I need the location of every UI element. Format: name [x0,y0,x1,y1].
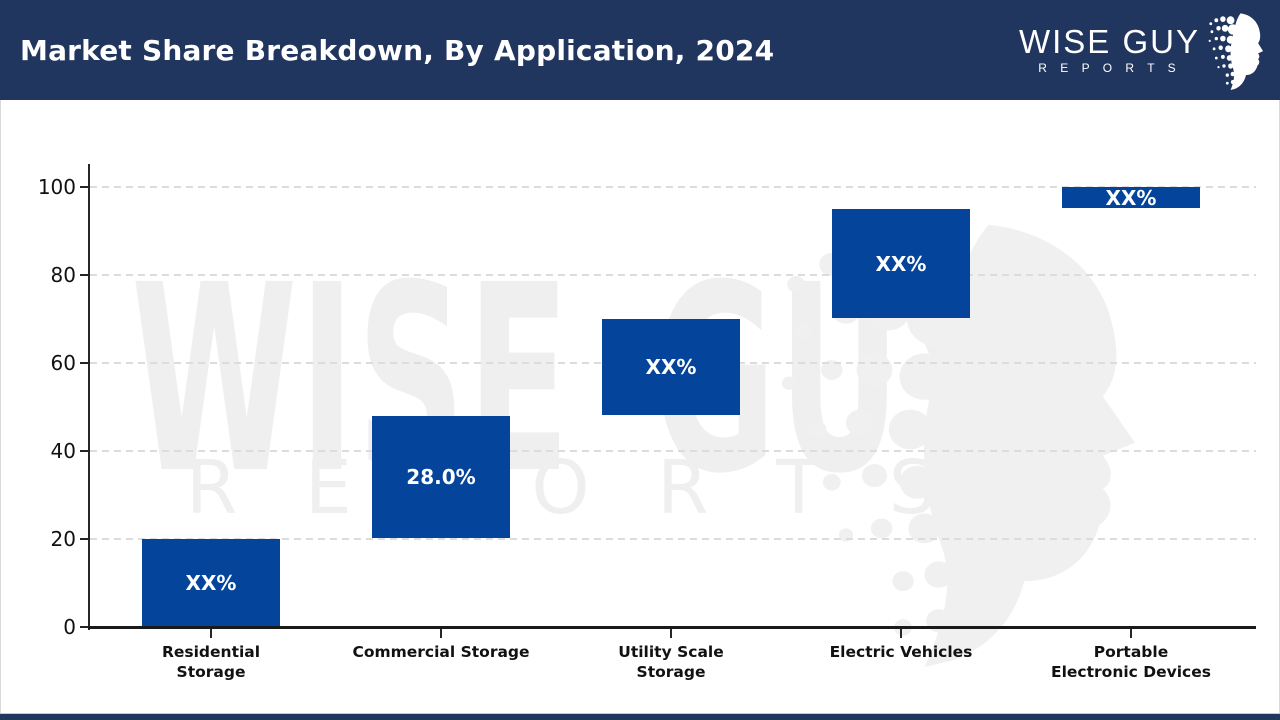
x-category-label: Portable Electronic Devices [1013,642,1249,682]
x-axis-line [88,626,1256,629]
x-category-label: Utility Scale Storage [553,642,789,682]
footer-bar [0,713,1280,720]
y-axis-tick [80,274,88,276]
x-category-label: Commercial Storage [323,642,559,662]
x-axis-tick [670,629,672,638]
x-category-label-line: Utility Scale [618,643,724,661]
page-title: Market Share Breakdown, By Application, … [20,33,775,67]
y-axis-spine [88,164,90,630]
x-axis-tick [900,629,902,638]
x-category-label-line: Storage [176,663,246,681]
x-category-label-line: Commercial Storage [352,643,530,661]
y-axis-tick [80,450,88,452]
gridline [90,450,1256,452]
bar-value-label: 28.0% [406,464,476,489]
y-tick-label: 20 [50,527,76,551]
x-category-label-line: Portable [1093,643,1169,661]
header: Market Share Breakdown, By Application, … [0,0,1280,100]
x-axis-tick [1130,629,1132,638]
wiseguy-logo: WISE GUY R E P O R T S [1019,4,1268,96]
logo-text: WISE GUY R E P O R T S [1018,22,1200,76]
y-axis-tick [80,538,88,540]
x-category-label: Electric Vehicles [783,642,1019,662]
y-tick-label: 60 [50,351,76,375]
logo-subtext: R E P O R T S [1038,61,1181,76]
bar-value-label: XX% [645,354,697,379]
y-tick-label: 0 [63,615,76,639]
x-category-label: Residential Storage [93,642,329,682]
y-tick-label: 40 [50,439,76,463]
gridline [90,538,1256,540]
y-tick-label: 100 [37,175,76,199]
bar: XX% [142,539,280,626]
x-category-label-line: Electric Vehicles [829,643,973,661]
x-axis-tick [210,629,212,638]
x-axis-tick [440,629,442,638]
bar-value-label: XX% [185,570,237,595]
bar: 28.0% [372,415,510,538]
wiseguy-face-icon [1208,13,1264,90]
gridline [90,274,1256,276]
y-axis-tick [80,186,88,188]
bar: XX% [1062,185,1200,210]
x-category-label-line: Residential [161,643,261,661]
y-axis-tick [80,626,88,628]
y-axis-tick [80,362,88,364]
bar: XX% [602,319,740,415]
bar: XX% [832,209,970,318]
bar-value-label: XX% [1105,185,1157,210]
y-tick-label: 80 [50,263,76,287]
x-category-label-line: Storage [636,663,706,681]
bar-value-label: XX% [875,251,927,276]
logo-wordmark: WISE GUY [1018,22,1200,60]
gridline [90,186,1256,188]
x-category-label-line: Electronic Devices [1051,663,1211,681]
